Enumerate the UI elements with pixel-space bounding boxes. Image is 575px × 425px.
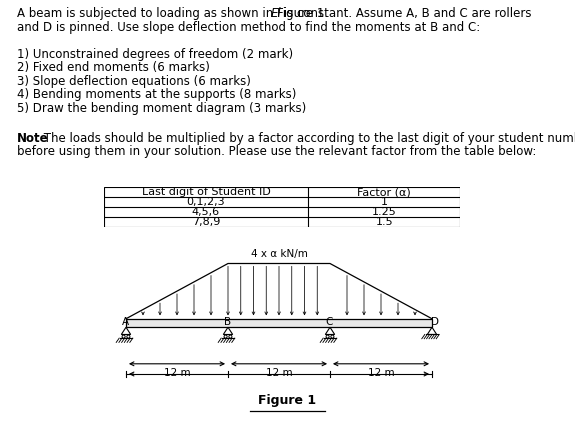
Text: 4 x α kN/m: 4 x α kN/m	[251, 249, 308, 259]
Text: Factor (α): Factor (α)	[358, 187, 411, 197]
Text: 1.5: 1.5	[375, 217, 393, 227]
Text: before using them in your solution. Please use the relevant factor from the tabl: before using them in your solution. Plea…	[17, 145, 536, 158]
Text: 2) Fixed end moments (6 marks): 2) Fixed end moments (6 marks)	[17, 61, 210, 74]
Text: 1: 1	[381, 197, 388, 207]
Text: 7,8,9: 7,8,9	[192, 217, 220, 227]
Text: Note: Note	[17, 131, 49, 144]
Text: C: C	[326, 317, 333, 327]
Text: A beam is subjected to loading as shown in Figure 1.: A beam is subjected to loading as shown …	[17, 7, 332, 20]
Text: : The loads should be multiplied by a factor according to the last digit of your: : The loads should be multiplied by a fa…	[36, 131, 575, 144]
Text: 12 m: 12 m	[164, 368, 190, 379]
Text: D: D	[431, 317, 439, 327]
Text: B: B	[224, 317, 231, 327]
Text: 0,1,2,3: 0,1,2,3	[187, 197, 225, 207]
Text: A: A	[122, 317, 129, 327]
Text: El: El	[270, 7, 281, 20]
Text: 12 m: 12 m	[266, 368, 292, 379]
Text: 4,5,6: 4,5,6	[192, 207, 220, 217]
Text: 4) Bending moments at the supports (8 marks): 4) Bending moments at the supports (8 ma…	[17, 88, 297, 101]
Text: Figure 1: Figure 1	[258, 394, 317, 407]
Text: 1) Unconstrained degrees of freedom (2 mark): 1) Unconstrained degrees of freedom (2 m…	[17, 48, 293, 61]
Text: 3) Slope deflection equations (6 marks): 3) Slope deflection equations (6 marks)	[17, 75, 251, 88]
Bar	[126, 319, 432, 327]
Text: 1.25: 1.25	[372, 207, 397, 217]
Text: Last digit of Student ID: Last digit of Student ID	[141, 187, 270, 197]
Text: is constant. Assume A, B and C are rollers: is constant. Assume A, B and C are rolle…	[280, 7, 531, 20]
Text: 5) Draw the bending moment diagram (3 marks): 5) Draw the bending moment diagram (3 ma…	[17, 102, 306, 115]
Text: and D is pinned. Use slope deflection method to find the moments at B and C:: and D is pinned. Use slope deflection me…	[17, 20, 481, 34]
Text: 12 m: 12 m	[367, 368, 394, 379]
